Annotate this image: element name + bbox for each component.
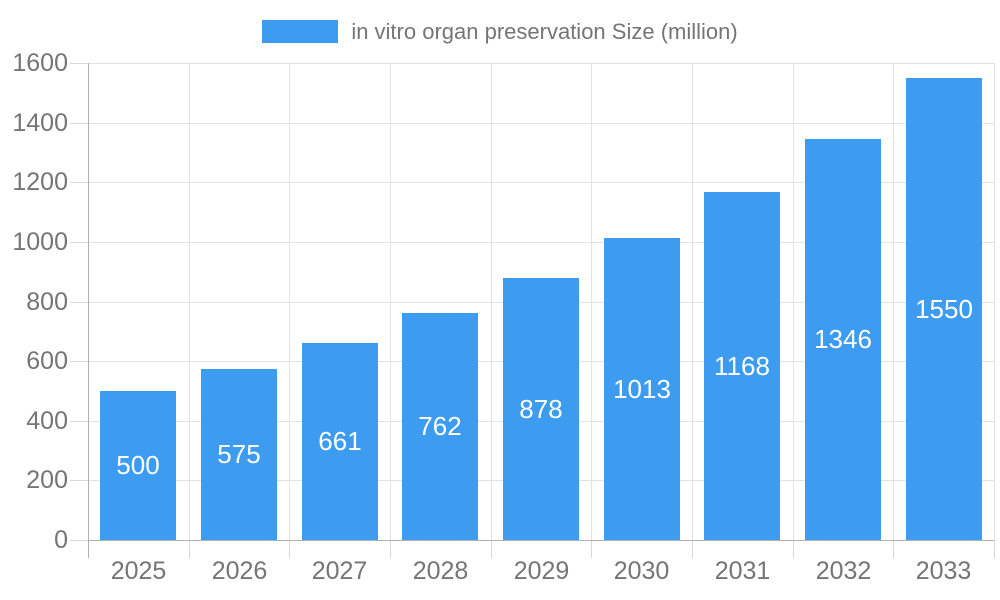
x-tick xyxy=(893,540,894,558)
bar[interactable]: 1168 xyxy=(704,192,780,540)
bar[interactable]: 878 xyxy=(503,278,579,540)
legend[interactable]: in vitro organ preservation Size (millio… xyxy=(0,20,1000,43)
v-gridline xyxy=(692,63,693,540)
bar[interactable]: 500 xyxy=(100,391,176,540)
y-tick-label: 1400 xyxy=(12,109,68,137)
bar[interactable]: 661 xyxy=(302,343,378,540)
h-gridline xyxy=(88,182,994,183)
y-tick xyxy=(70,302,88,303)
x-tick-label: 2032 xyxy=(815,557,872,585)
v-gridline xyxy=(189,63,190,540)
x-tick xyxy=(591,540,592,558)
v-gridline xyxy=(994,63,995,540)
y-tick xyxy=(70,540,88,541)
x-tick xyxy=(793,540,794,558)
bar-value-label: 661 xyxy=(318,426,362,456)
y-axis-line xyxy=(88,63,89,558)
y-tick-label: 1200 xyxy=(12,168,68,196)
x-tick-label: 2031 xyxy=(714,557,771,585)
y-tick-label: 800 xyxy=(26,288,68,316)
h-gridline xyxy=(88,63,994,64)
x-tick-label: 2028 xyxy=(412,557,469,585)
x-axis-line xyxy=(88,540,994,541)
bar-value-label: 1168 xyxy=(714,350,770,381)
v-gridline xyxy=(793,63,794,540)
x-tick-label: 2027 xyxy=(311,557,368,585)
bar[interactable]: 1550 xyxy=(906,78,982,540)
y-tick-label: 0 xyxy=(54,526,68,554)
y-tick xyxy=(70,63,88,64)
x-tick-label: 2025 xyxy=(110,557,167,585)
x-tick xyxy=(692,540,693,558)
y-tick-label: 400 xyxy=(26,407,68,435)
y-tick xyxy=(70,123,88,124)
bar-value-label: 762 xyxy=(418,411,462,441)
x-tick xyxy=(491,540,492,558)
bar-value-label: 1013 xyxy=(613,373,671,404)
x-tick-label: 2029 xyxy=(513,557,570,585)
v-gridline xyxy=(491,63,492,540)
v-gridline xyxy=(591,63,592,540)
y-tick-label: 200 xyxy=(26,466,68,494)
bar[interactable]: 1013 xyxy=(604,238,680,540)
h-gridline xyxy=(88,123,994,124)
x-tick xyxy=(994,540,995,558)
y-tick-label: 1600 xyxy=(12,49,68,77)
x-tick xyxy=(189,540,190,558)
x-tick-label: 2033 xyxy=(915,557,972,585)
v-gridline xyxy=(289,63,290,540)
bar-value-label: 1550 xyxy=(915,293,973,324)
y-tick xyxy=(70,361,88,362)
bar-value-label: 575 xyxy=(217,439,261,469)
x-tick-label: 2026 xyxy=(211,557,268,585)
v-gridline xyxy=(390,63,391,540)
h-gridline xyxy=(88,242,994,243)
bar-value-label: 1346 xyxy=(814,324,872,354)
bar[interactable]: 575 xyxy=(201,369,277,540)
legend-swatch[interactable] xyxy=(262,20,339,43)
y-tick-label: 600 xyxy=(26,347,68,375)
legend-label: in vitro organ preservation Size (millio… xyxy=(351,19,738,44)
y-tick-label: 1000 xyxy=(12,228,68,256)
y-tick xyxy=(70,242,88,243)
x-tick xyxy=(390,540,391,558)
y-tick xyxy=(70,480,88,481)
bar[interactable]: 762 xyxy=(402,313,478,540)
x-tick-label: 2030 xyxy=(613,557,670,585)
bar-value-label: 500 xyxy=(116,450,160,480)
bar[interactable]: 1346 xyxy=(805,139,881,540)
y-tick xyxy=(70,421,88,422)
x-tick xyxy=(289,540,290,558)
y-tick xyxy=(70,182,88,183)
bar-value-label: 878 xyxy=(519,393,563,424)
v-gridline xyxy=(893,63,894,540)
